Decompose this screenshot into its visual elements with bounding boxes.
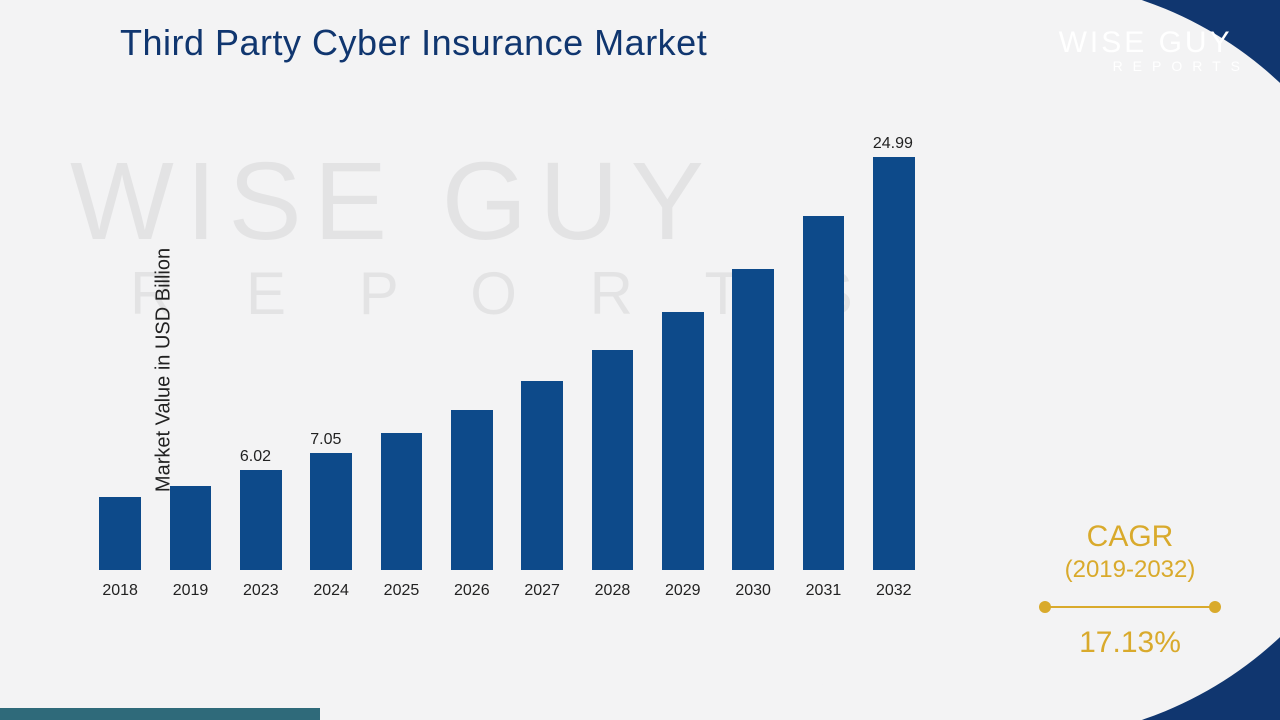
x-tick-label: 2018 xyxy=(94,582,146,600)
bar-column xyxy=(375,433,427,570)
bar xyxy=(521,381,563,570)
bar-column xyxy=(164,486,216,570)
bar-value-label: 7.05 xyxy=(310,431,341,449)
logo-sub: REPORTS xyxy=(1113,58,1250,74)
x-axis: 2018 2019 2023 2024 2025 2026 2027 2028 2029 2030… xyxy=(94,582,920,600)
x-tick-label: 2019 xyxy=(164,582,216,600)
x-tick-label: 2029 xyxy=(657,582,709,600)
x-tick-label: 2028 xyxy=(586,582,638,600)
bar xyxy=(592,350,634,570)
cagr-title: CAGR xyxy=(1020,520,1240,554)
bar-value-label: 6.02 xyxy=(240,448,271,466)
bar xyxy=(99,497,141,570)
x-tick-label: 2025 xyxy=(375,582,427,600)
bottom-accent-bar xyxy=(0,708,320,720)
x-tick-label: 2026 xyxy=(446,582,498,600)
bar xyxy=(381,433,423,570)
bar-column xyxy=(94,497,146,570)
bar-column: 7.05 xyxy=(305,453,357,570)
logo-main: WISE GUY xyxy=(1059,26,1250,60)
bar-column: 24.99 xyxy=(868,157,920,570)
bar-column xyxy=(586,350,638,570)
bar: 7.05 xyxy=(310,453,352,570)
bar xyxy=(170,486,212,570)
x-tick-label: 2024 xyxy=(305,582,357,600)
bar-column xyxy=(797,216,849,570)
bar xyxy=(732,269,774,570)
cagr-divider xyxy=(1045,606,1215,608)
bar xyxy=(662,312,704,570)
bar-column: 6.02 xyxy=(235,470,287,570)
x-tick-label: 2027 xyxy=(516,582,568,600)
x-tick-label: 2032 xyxy=(868,582,920,600)
cagr-panel: CAGR (2019-2032) 17.13% xyxy=(1020,520,1240,660)
bar xyxy=(451,410,493,570)
plot-area: 6.02 7.05 24.99 xyxy=(94,140,920,570)
cagr-value: 17.13% xyxy=(1020,626,1240,660)
bar-column xyxy=(446,410,498,570)
chart-title: Third Party Cyber Insurance Market xyxy=(120,22,707,64)
logo: WISE GUY REPORTS xyxy=(1059,26,1250,74)
cagr-range: (2019-2032) xyxy=(1020,556,1240,584)
bar-column xyxy=(657,312,709,570)
bar-chart: Market Value in USD Billion 6.027.0524.9… xyxy=(80,140,920,600)
x-tick-label: 2030 xyxy=(727,582,779,600)
bar xyxy=(803,216,845,570)
bar: 6.02 xyxy=(240,470,282,570)
x-tick-label: 2031 xyxy=(797,582,849,600)
x-tick-label: 2023 xyxy=(235,582,287,600)
bar-value-label: 24.99 xyxy=(873,135,913,153)
page: WISE GUY REPORTS Third Party Cyber Insur… xyxy=(0,0,1280,720)
bar-column xyxy=(516,381,568,570)
bar: 24.99 xyxy=(873,157,915,570)
bar-column xyxy=(727,269,779,570)
